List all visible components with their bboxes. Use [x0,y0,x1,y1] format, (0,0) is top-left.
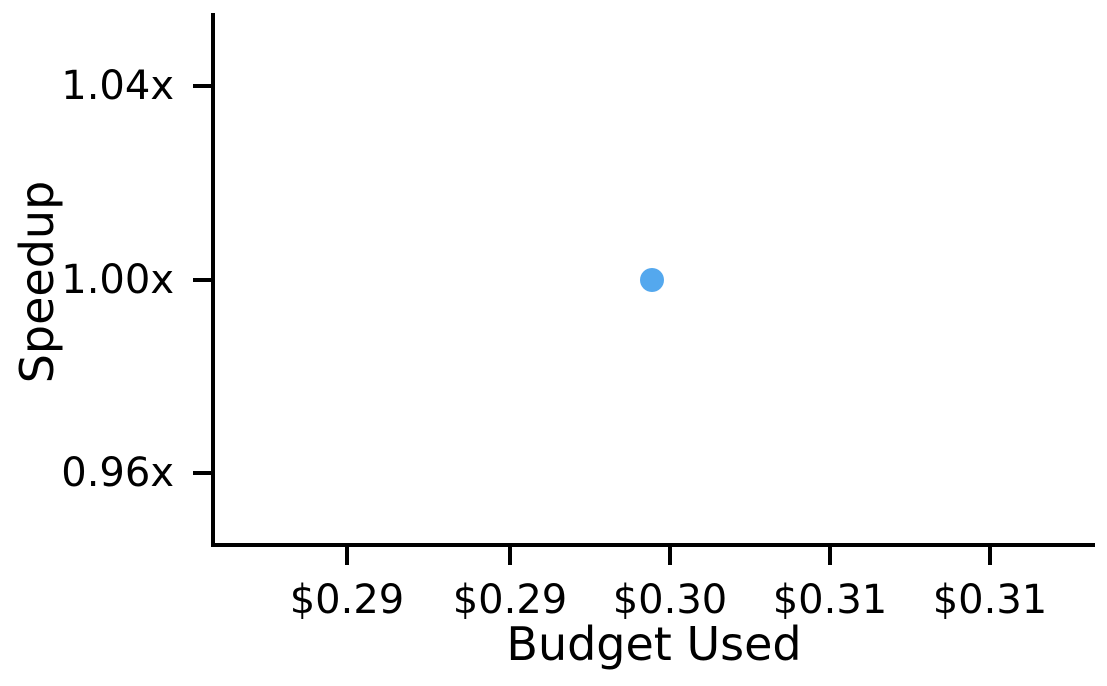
x-tick-mark [508,547,512,565]
x-tick-label: $0.30 [612,577,728,623]
y-tick-mark [193,278,211,282]
y-tick-label: 1.04x [61,63,174,109]
x-tick-label: $0.31 [772,577,888,623]
y-tick-mark [193,471,211,475]
x-tick-label: $0.29 [452,577,568,623]
x-tick-mark [668,547,672,565]
y-axis-spine [211,13,215,547]
x-tick-mark [828,547,832,565]
x-tick-mark [345,547,349,565]
x-axis-spine [211,543,1095,547]
y-tick-label: 1.00x [61,257,174,303]
data-point [640,268,664,292]
x-tick-label: $0.29 [289,577,405,623]
y-tick-label: 0.96x [61,450,174,496]
x-axis-label: Budget Used [506,617,802,671]
x-tick-label: $0.31 [932,577,1048,623]
y-tick-mark [193,84,211,88]
x-tick-mark [988,547,992,565]
